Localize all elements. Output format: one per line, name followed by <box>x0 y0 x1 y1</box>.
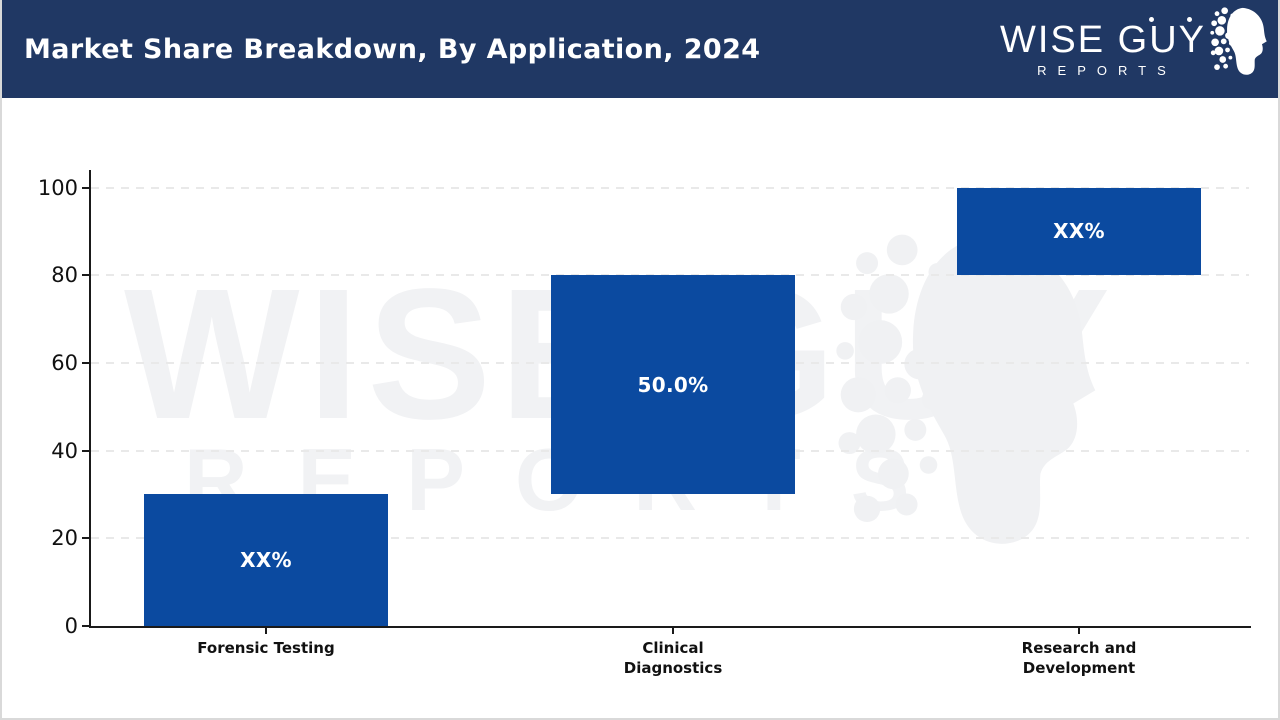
x-category-label-line: Clinical <box>642 639 704 657</box>
bar-value-label: 50.0% <box>637 372 709 397</box>
brand-logo: WISE GUY REPORTS <box>1000 6 1268 92</box>
y-tick-label: 20 <box>51 526 78 551</box>
logo-dot-icon <box>1187 16 1192 22</box>
x-tick <box>672 628 674 634</box>
y-tick <box>82 537 89 540</box>
header-bar: Market Share Breakdown, By Application, … <box>2 0 1278 98</box>
y-tick <box>82 361 89 364</box>
x-tick <box>1078 628 1080 634</box>
y-tick-label: 0 <box>64 614 78 638</box>
y-tick <box>82 625 89 627</box>
x-category-label-line: Forensic Testing <box>197 639 335 657</box>
bar-value-label: XX% <box>240 548 292 573</box>
page-title: Market Share Breakdown, By Application, … <box>24 33 761 65</box>
bar: XX% <box>144 494 388 626</box>
logo-subtitle: REPORTS <box>1037 62 1177 78</box>
x-category-label: Forensic Testing <box>136 638 396 658</box>
y-tick <box>82 449 89 452</box>
x-category-label-line: Research and <box>1021 639 1137 657</box>
x-category-label-line: Diagnostics <box>623 659 723 677</box>
bar: 50.0% <box>551 275 795 495</box>
y-tick <box>82 186 89 189</box>
bar-value-label: XX% <box>1053 219 1105 244</box>
logo-head-icon <box>1210 7 1267 75</box>
watermark-head-icon <box>836 234 1096 544</box>
y-tick-label: 40 <box>51 438 78 463</box>
x-axis-line <box>89 626 1251 628</box>
x-tick <box>265 628 267 634</box>
y-tick-label: 80 <box>51 263 78 288</box>
y-tick-label: 60 <box>51 350 78 375</box>
y-tick-label: 100 <box>37 175 78 200</box>
logo-text: WISE GUY REPORTS <box>999 16 1206 78</box>
gridline <box>91 186 1249 189</box>
gridline <box>91 537 1249 540</box>
bar: XX% <box>957 187 1201 276</box>
x-category-label: Clinical Diagnostics <box>543 638 803 678</box>
x-category-label-line: Development <box>1022 659 1136 677</box>
x-category-label: Research and Development <box>949 638 1209 678</box>
logo-wordmark: WISE GUY <box>999 18 1206 61</box>
logo-dot-icon <box>1149 16 1154 22</box>
y-axis-spine <box>89 170 91 628</box>
y-tick <box>82 274 89 277</box>
